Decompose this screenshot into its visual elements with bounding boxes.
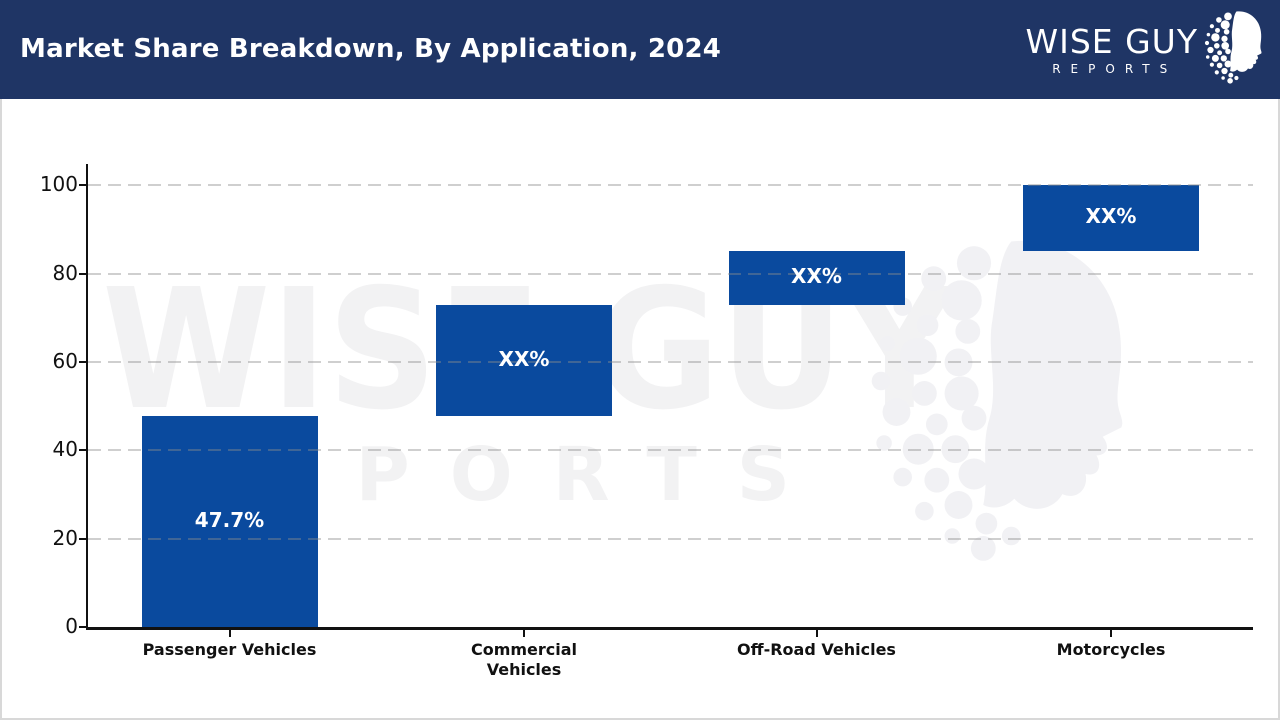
- gridline-100: [88, 184, 1253, 187]
- y-tick-80: [79, 272, 87, 275]
- gridline-80: [88, 272, 1253, 275]
- category-label-line: Motorcycles: [1056, 640, 1166, 659]
- frame-edge-right: [1278, 99, 1280, 720]
- y-tick-label-20: 20: [52, 525, 78, 550]
- category-label-line: Vehicles: [486, 660, 562, 679]
- bar-value-label-passenger-vehicles: 47.7%: [194, 507, 265, 532]
- y-tick-100: [79, 184, 87, 187]
- bar-passenger-vehicles: [141, 416, 318, 627]
- logo-subtext: REPORTS: [1052, 61, 1178, 76]
- category-label-line: Commercial: [470, 640, 578, 659]
- y-tick-60: [79, 360, 87, 363]
- bar-value-label-motorcycles: XX%: [1085, 203, 1137, 228]
- gridline-60: [88, 360, 1253, 363]
- frame-edge-bottom: [0, 718, 1280, 720]
- bar-value-label-commercial-vehicles: XX%: [498, 346, 550, 371]
- y-tick-label-80: 80: [52, 260, 78, 285]
- y-axis-spine: [86, 164, 88, 630]
- bar-value-label-off-road-vehicles: XX%: [791, 264, 842, 289]
- page-title: Market Share Breakdown, By Application, …: [20, 34, 722, 64]
- gridline-40: [88, 449, 1253, 452]
- x-tick-commercial-vehicles: [523, 630, 525, 637]
- y-tick-label-40: 40: [52, 437, 78, 462]
- category-label-off-road-vehicles: Off-Road Vehicles: [697, 640, 937, 660]
- x-tick-motorcycles: [1110, 630, 1112, 637]
- watermark-face-icon: [871, 240, 1123, 561]
- x-tick-off-road-vehicles: [815, 630, 818, 637]
- category-label-line: Passenger Vehicles: [142, 640, 317, 659]
- y-tick-20: [79, 537, 87, 540]
- x-tick-passenger-vehicles: [228, 630, 231, 637]
- x-axis-spine: [86, 627, 1253, 630]
- y-tick-0: [79, 626, 87, 628]
- bar-commercial-vehicles: [436, 305, 612, 417]
- wiseguy-logo: WISE GUY REPORTS: [1025, 6, 1270, 94]
- bar-motorcycles: [1023, 185, 1199, 251]
- logo-wordmark: WISE GUY: [1025, 21, 1198, 61]
- y-tick-label-0: 0: [65, 614, 78, 638]
- category-label-line: Off-Road Vehicles: [737, 640, 896, 659]
- category-label-motorcycles: Motorcycles: [991, 640, 1231, 660]
- category-label-commercial-vehicles: Commercial Vehicles: [404, 640, 644, 680]
- frame-edge-left: [0, 99, 2, 720]
- category-label-passenger-vehicles: Passenger Vehicles: [110, 640, 350, 660]
- header: Market Share Breakdown, By Application, …: [0, 0, 1280, 99]
- gridline-20: [88, 537, 1253, 540]
- logo-text: WISE GUY REPORTS: [1025, 21, 1198, 76]
- y-tick-label-100: 100: [39, 172, 78, 197]
- bar-off-road-vehicles: [728, 250, 905, 306]
- y-tick-40: [79, 449, 87, 452]
- y-tick-label-60: 60: [52, 348, 78, 373]
- face-profile-dots-icon: [1204, 11, 1262, 84]
